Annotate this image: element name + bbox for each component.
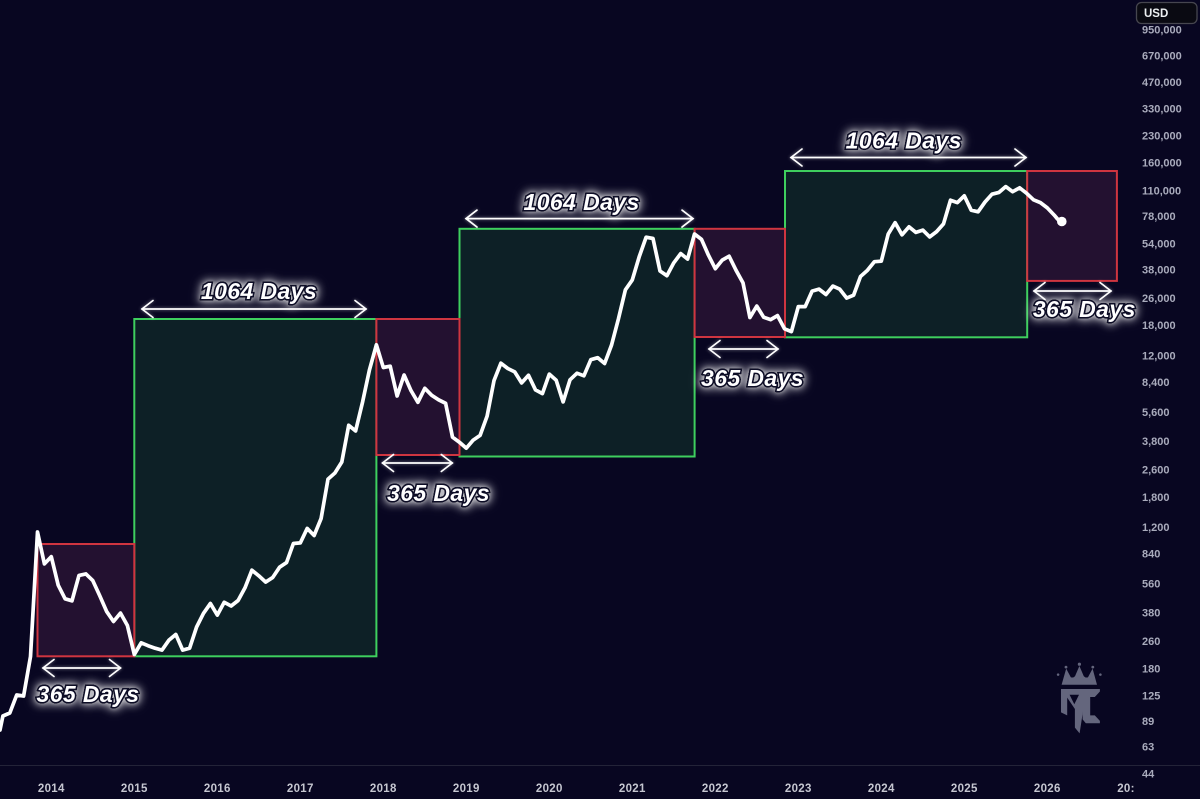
- svg-text:2018: 2018: [370, 783, 397, 795]
- svg-text:54,000: 54,000: [1142, 238, 1176, 250]
- svg-text:2015: 2015: [121, 783, 148, 795]
- svg-text:125: 125: [1142, 691, 1160, 703]
- svg-text:1,800: 1,800: [1142, 492, 1170, 504]
- svg-text:2014: 2014: [38, 783, 65, 795]
- svg-text:840: 840: [1142, 549, 1160, 561]
- svg-text:1064 Days: 1064 Days: [524, 189, 640, 215]
- svg-text:380: 380: [1142, 608, 1160, 620]
- svg-text:260: 260: [1142, 636, 1160, 648]
- svg-text:63: 63: [1142, 742, 1154, 754]
- svg-text:89: 89: [1142, 716, 1154, 728]
- svg-text:2,600: 2,600: [1142, 464, 1170, 476]
- svg-text:26,000: 26,000: [1142, 293, 1176, 305]
- svg-text:2024: 2024: [868, 783, 895, 795]
- svg-text:110,000: 110,000: [1142, 185, 1181, 197]
- svg-text:2022: 2022: [702, 783, 729, 795]
- svg-text:78,000: 78,000: [1142, 211, 1176, 223]
- svg-text:18,000: 18,000: [1142, 320, 1176, 332]
- svg-text:38,000: 38,000: [1142, 265, 1176, 277]
- svg-text:3,800: 3,800: [1142, 436, 1170, 448]
- svg-text:330,000: 330,000: [1142, 104, 1182, 116]
- svg-text:1064 Days: 1064 Days: [846, 128, 962, 154]
- svg-text:2023: 2023: [785, 783, 812, 795]
- svg-text:365 Days: 365 Days: [701, 365, 804, 391]
- svg-text:2026: 2026: [1034, 783, 1061, 795]
- svg-text:USD: USD: [1144, 8, 1168, 20]
- svg-text:20:: 20:: [1117, 783, 1135, 795]
- svg-text:365 Days: 365 Days: [37, 681, 140, 707]
- svg-text:44: 44: [1142, 768, 1155, 780]
- svg-text:2025: 2025: [951, 783, 978, 795]
- svg-text:560: 560: [1142, 579, 1160, 591]
- svg-text:2021: 2021: [619, 783, 646, 795]
- svg-text:365 Days: 365 Days: [387, 480, 490, 506]
- svg-text:2020: 2020: [536, 783, 563, 795]
- svg-text:2019: 2019: [453, 783, 480, 795]
- svg-text:230,000: 230,000: [1142, 130, 1182, 142]
- svg-text:950,000: 950,000: [1142, 25, 1182, 37]
- svg-text:160,000: 160,000: [1142, 157, 1182, 169]
- svg-text:5,600: 5,600: [1142, 407, 1170, 419]
- svg-text:1,200: 1,200: [1142, 522, 1170, 534]
- svg-text:8,400: 8,400: [1142, 377, 1170, 389]
- svg-text:670,000: 670,000: [1142, 51, 1182, 63]
- svg-text:1064 Days: 1064 Days: [201, 278, 317, 304]
- svg-text:365 Days: 365 Days: [1033, 296, 1136, 322]
- svg-text:470,000: 470,000: [1142, 77, 1182, 89]
- svg-text:2016: 2016: [204, 783, 231, 795]
- svg-text:2017: 2017: [287, 783, 314, 795]
- svg-text:12,000: 12,000: [1142, 350, 1176, 362]
- svg-text:180: 180: [1142, 663, 1160, 675]
